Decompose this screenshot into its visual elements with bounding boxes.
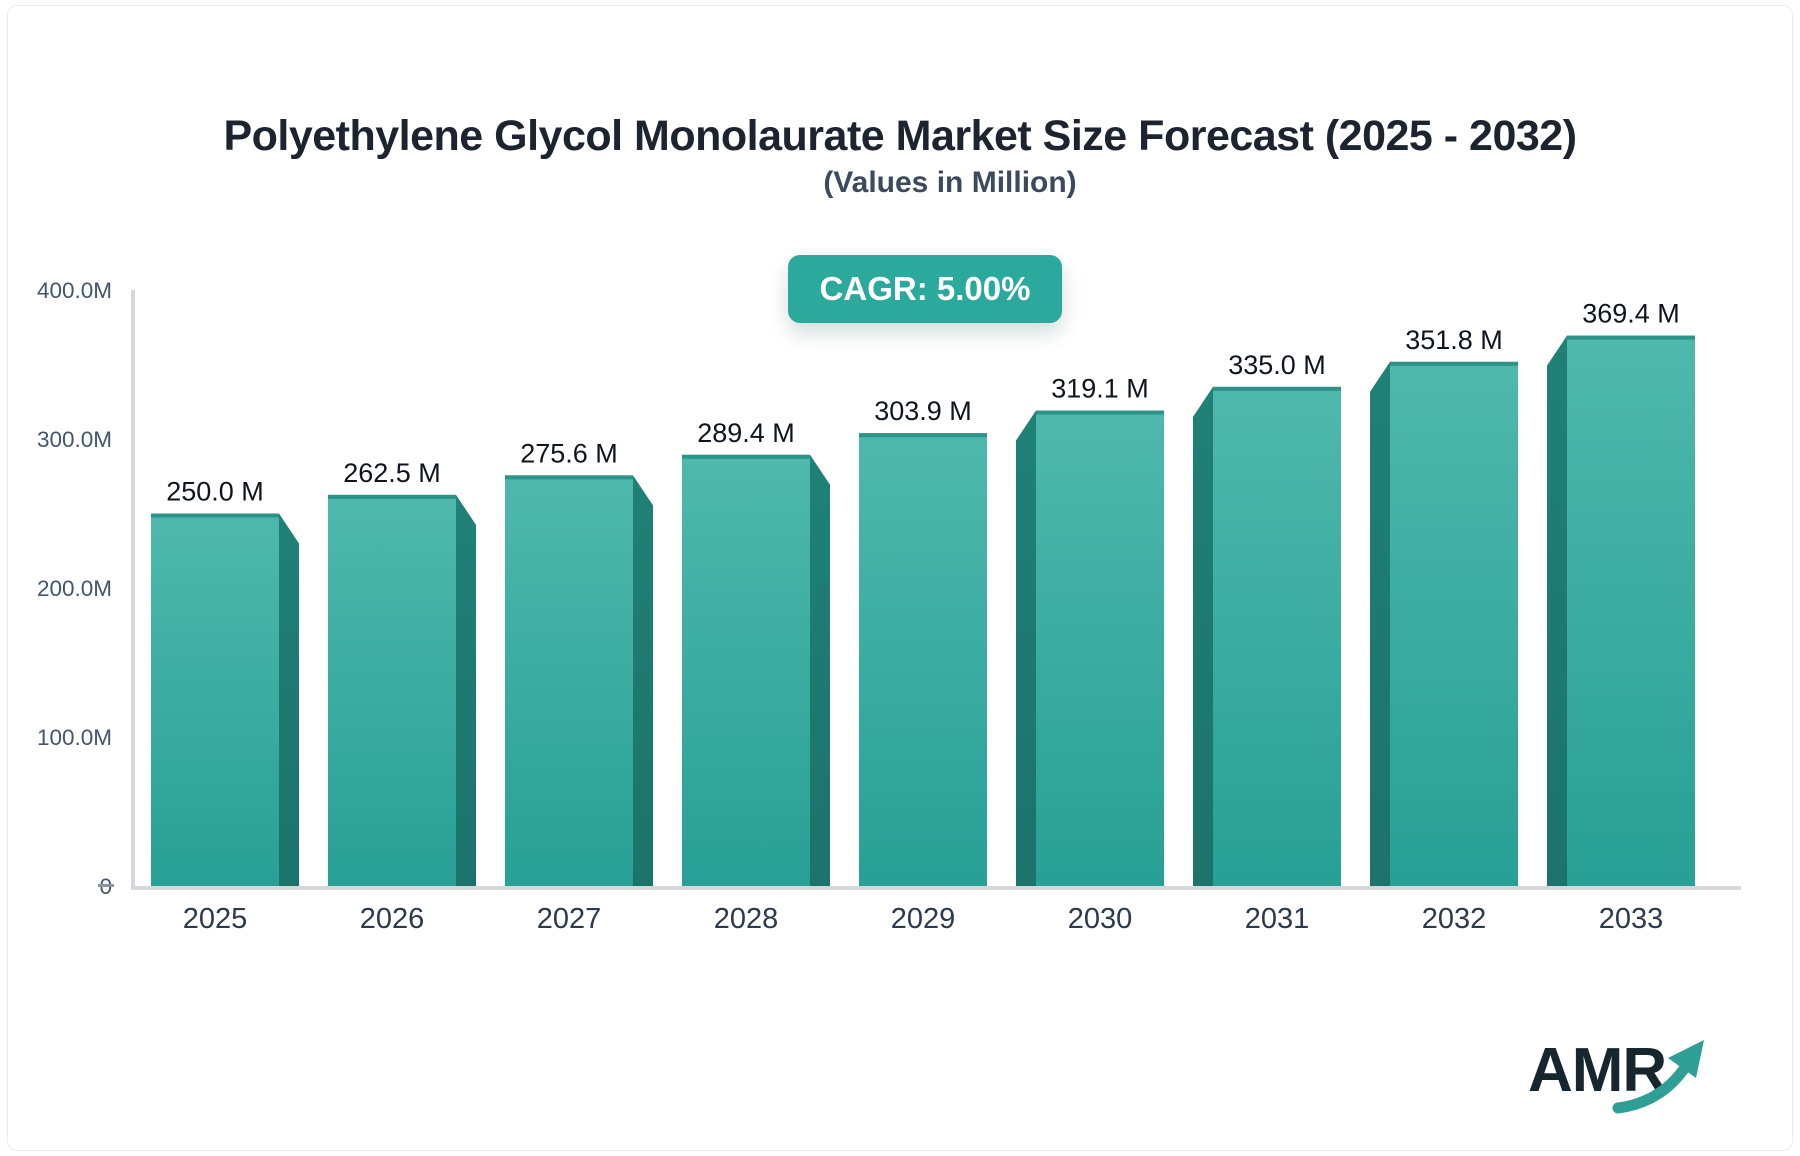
y-axis-line: [131, 290, 135, 890]
x-axis-tick-label: 2033: [1599, 903, 1664, 935]
bar-top-edge: [682, 454, 810, 459]
bar-side-3d: [1016, 410, 1036, 886]
amr-logo-text: AMR: [1528, 1036, 1667, 1105]
bar-group-2033: [1547, 335, 1695, 886]
bar-value-label: 335.0 M: [1228, 350, 1326, 380]
zero-tick-dash: [98, 884, 114, 887]
cagr-badge: CAGR: 5.00%: [788, 255, 1062, 323]
y-axis-tick-label: 400.0M: [37, 278, 112, 303]
bar-2027[interactable]: [505, 475, 633, 886]
y-axis-tick-label: 200.0M: [37, 576, 112, 601]
bar-top-edge: [1567, 335, 1695, 340]
bar-value-label: 319.1 M: [1051, 374, 1149, 404]
bar-top-edge: [1213, 386, 1341, 391]
bar-value-label: 351.8 M: [1405, 325, 1503, 355]
growth-arrow-icon: [1612, 1040, 1704, 1114]
bar-group-2031: [1193, 386, 1341, 886]
bar-side-3d: [1547, 335, 1567, 886]
bar-2029[interactable]: [859, 433, 987, 886]
bar-group-2027: [505, 475, 653, 886]
bar-top-edge: [1036, 410, 1164, 415]
chart-title: Polyethylene Glycol Monolaurate Market S…: [223, 112, 1577, 160]
bar-2028[interactable]: [682, 454, 810, 886]
bar-top-edge: [328, 494, 456, 499]
bar-group-2026: [328, 494, 476, 886]
x-axis-tick-label: 2026: [360, 903, 425, 935]
y-axis-tick-label: 300.0M: [37, 427, 112, 452]
bar-value-label: 275.6 M: [520, 438, 618, 468]
x-axis-tick-label: 2030: [1068, 903, 1133, 935]
bar-group-2032: [1370, 361, 1518, 886]
x-axis-line: [131, 886, 1741, 890]
y-axis-tick-label: 100.0M: [37, 725, 112, 750]
bar-side-3d: [279, 513, 299, 886]
bar-group-2030: [1016, 410, 1164, 886]
bar-value-label: 369.4 M: [1582, 299, 1680, 329]
bar-2025[interactable]: [151, 513, 279, 887]
chart-subtitle: (Values in Million): [823, 166, 1077, 199]
bar-2026[interactable]: [328, 494, 456, 886]
bar-top-edge: [151, 513, 279, 518]
bar-2032[interactable]: [1390, 361, 1518, 886]
bar-side-3d: [810, 454, 830, 886]
bar-group-2029: [859, 433, 987, 886]
bar-value-label: 303.9 M: [874, 396, 972, 426]
bar-value-label: 289.4 M: [697, 418, 795, 448]
x-axis-tick-label: 2031: [1245, 903, 1310, 935]
bar-top-edge: [505, 475, 633, 480]
bar-2030[interactable]: [1036, 410, 1164, 886]
bar-side-3d: [1370, 361, 1390, 886]
x-axis-tick-label: 2029: [891, 903, 956, 935]
x-axis-tick-label: 2025: [183, 903, 248, 935]
amr-logo: AMR: [1528, 1040, 1718, 1128]
bar-top-edge: [859, 433, 987, 438]
bar-top-edge: [1390, 361, 1518, 366]
bar-2031[interactable]: [1213, 386, 1341, 886]
bar-group-2028: [682, 454, 830, 886]
bar-2033[interactable]: [1567, 335, 1695, 886]
x-axis-tick-label: 2028: [714, 903, 779, 935]
bar-value-label: 262.5 M: [343, 458, 441, 488]
bar-group-2025: [151, 513, 299, 887]
bar-side-3d: [1193, 386, 1213, 886]
bar-side-3d: [456, 494, 476, 886]
bar-value-label: 250.0 M: [166, 477, 264, 507]
x-axis-tick-label: 2027: [537, 903, 602, 935]
x-axis-tick-label: 2032: [1422, 903, 1487, 935]
bar-side-3d: [633, 475, 653, 886]
